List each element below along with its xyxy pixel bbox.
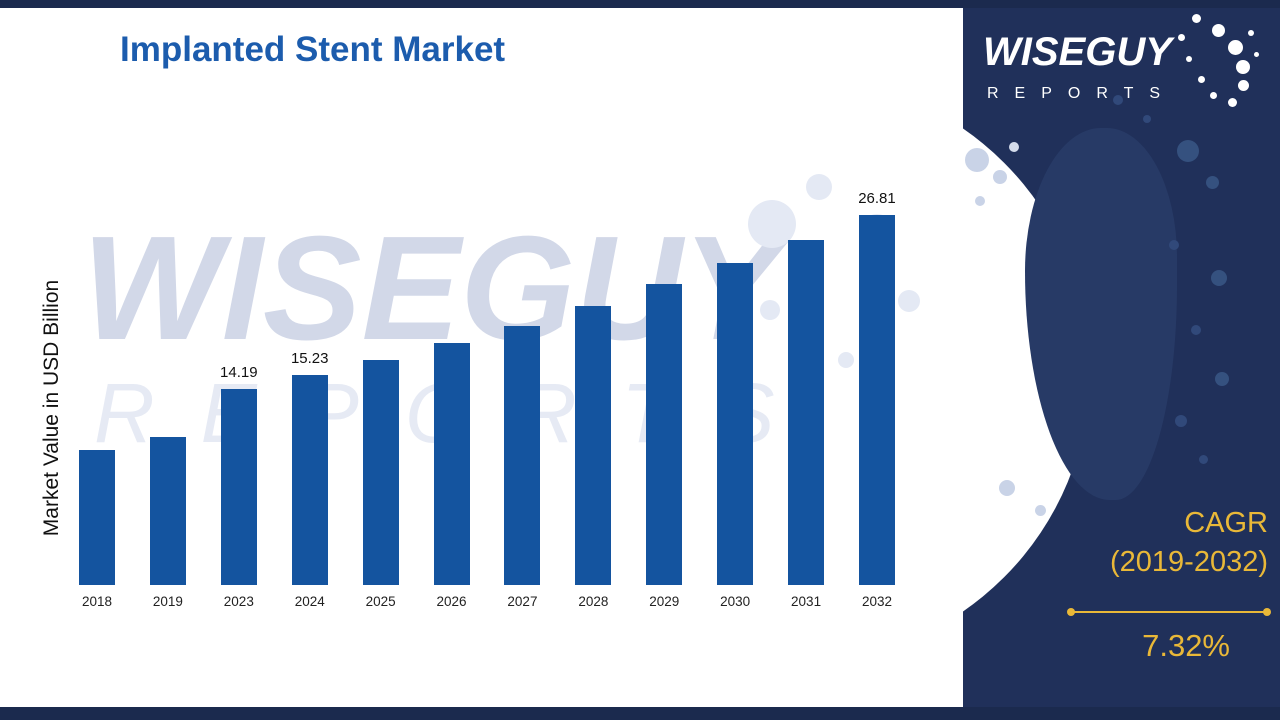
- bar-column: 2027: [489, 150, 555, 609]
- cagr-value: 7.32%: [1142, 628, 1230, 663]
- panel-dot: [1191, 325, 1201, 335]
- logo-dot: [1236, 60, 1250, 74]
- background-dot: [898, 290, 920, 312]
- panel-dot: [1206, 176, 1219, 189]
- background-dot: [838, 352, 854, 368]
- cagr-block: CAGR (2019-2032): [1110, 504, 1268, 582]
- x-axis-tick-label: 2031: [791, 594, 822, 609]
- panel-dot: [1143, 115, 1151, 123]
- logo-dot: [1178, 34, 1185, 41]
- bar: [433, 343, 470, 585]
- panel-dot: [1215, 372, 1229, 386]
- bar: [362, 360, 399, 585]
- logo-dot: [1248, 30, 1254, 36]
- logo-dot: [1228, 40, 1243, 55]
- x-axis-tick-label: 2030: [720, 594, 751, 609]
- bar-value-label: 15.23: [290, 350, 329, 367]
- logo-dot: [1198, 76, 1205, 83]
- x-axis-tick-label: 2025: [365, 594, 396, 609]
- logo-dot: [1210, 92, 1217, 99]
- panel-dot: [1175, 415, 1187, 427]
- cagr-label: CAGR: [1184, 507, 1268, 539]
- x-axis-tick-label: 2018: [81, 594, 113, 609]
- panel-dot: [1009, 142, 1019, 152]
- bar: [717, 263, 754, 585]
- bar-column: 26.81 2032: [844, 150, 910, 609]
- bar-column: 2028: [560, 150, 626, 609]
- cagr-underline: [1067, 608, 1271, 616]
- bar: [504, 326, 541, 585]
- logo-dot: [1238, 80, 1249, 91]
- panel-dot: [1169, 240, 1179, 250]
- panel-dot: [975, 196, 985, 206]
- panel-dot: [1177, 140, 1199, 162]
- logo-dot: [1212, 24, 1225, 37]
- bar-value-label: 14.19: [220, 364, 258, 381]
- bar-column: 2030: [702, 150, 768, 609]
- bar-column: 2019: [135, 150, 201, 609]
- bottom-border-strip: [0, 707, 1280, 720]
- bar-column: 2031: [773, 150, 839, 609]
- logo-dot: [1254, 52, 1259, 57]
- x-axis-tick-label: 2029: [649, 594, 680, 609]
- x-axis-tick-label: 2023: [223, 594, 254, 609]
- x-axis-tick-label: 2019: [152, 594, 183, 609]
- x-axis-tick-label: 2024: [294, 594, 325, 609]
- bar: [575, 306, 612, 585]
- bar-column: 15.23 2024: [277, 150, 343, 609]
- background-dot: [748, 200, 796, 248]
- brand-name: WISEGUY: [983, 30, 1172, 74]
- bar-column: 2029: [631, 150, 697, 609]
- bar-column: 2018: [64, 150, 130, 609]
- chart-title: Implanted Stent Market: [120, 30, 506, 69]
- panel-dot: [1035, 505, 1046, 516]
- bar-column: 2026: [419, 150, 485, 609]
- cagr-range: (2019-2032): [1110, 546, 1268, 578]
- background-dot: [760, 300, 780, 320]
- bar: [858, 215, 895, 585]
- x-axis-tick-label: 2027: [507, 594, 538, 609]
- logo-dot: [1186, 56, 1192, 62]
- panel-dot: [1211, 270, 1227, 286]
- bar-chart: 2018 2019 14.19 2023 15.23 2024 2025 2026 2027 20…: [64, 150, 910, 609]
- panel-dot: [993, 170, 1007, 184]
- y-axis-label: Market Value in USD Billion: [40, 279, 63, 537]
- panel-dot: [1113, 95, 1123, 105]
- bar: [149, 437, 186, 585]
- bar: [220, 389, 257, 585]
- bar-value-label: 26.81: [858, 190, 896, 207]
- logo-dot: [1192, 14, 1201, 23]
- right-panel: WISEGUY REPORTS CAGR (2019-2032) 7.32%: [963, 0, 1280, 720]
- bar: [291, 375, 328, 585]
- x-axis-tick-label: 2026: [436, 594, 467, 609]
- background-dot: [806, 174, 832, 200]
- logo-face-icon: [1170, 8, 1280, 118]
- panel-dot: [1199, 455, 1208, 464]
- bar: [646, 284, 683, 585]
- x-axis-tick-label: 2032: [861, 594, 892, 609]
- brand-logo: WISEGUY REPORTS: [983, 30, 1176, 103]
- bar-column: 14.19 2023: [206, 150, 272, 609]
- brand-subtitle: REPORTS: [987, 85, 1177, 102]
- logo-dot: [1228, 98, 1237, 107]
- panel-dot: [999, 480, 1015, 496]
- bar-column: 2025: [348, 150, 414, 609]
- bar: [79, 450, 115, 585]
- panel-dot: [965, 148, 989, 172]
- x-axis-tick-label: 2028: [578, 594, 609, 609]
- bar: [788, 240, 825, 585]
- top-border-strip: [0, 0, 1280, 8]
